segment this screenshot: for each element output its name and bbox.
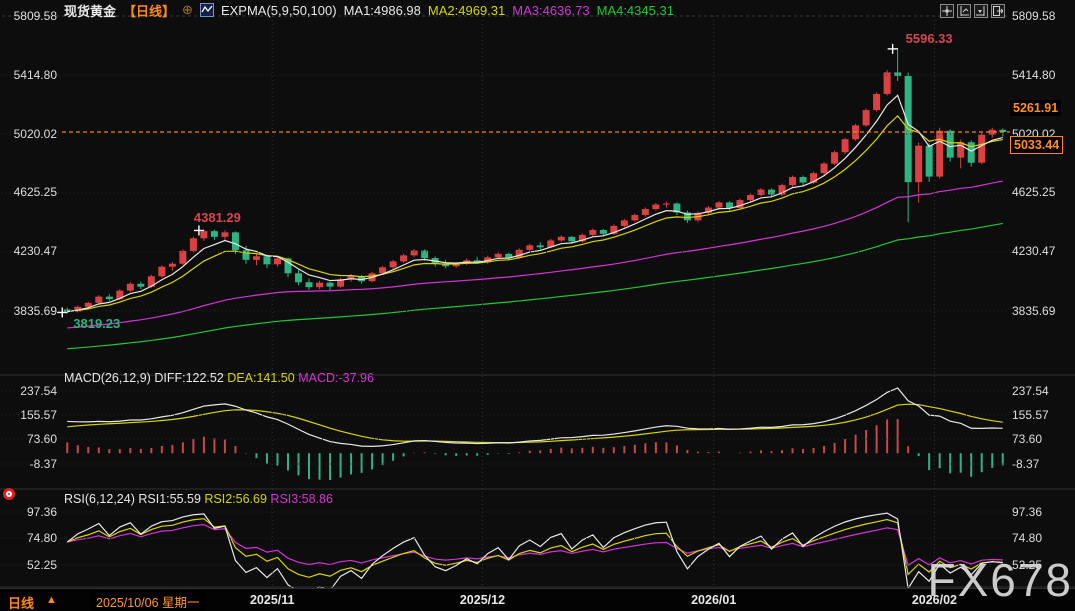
- watermark: FX678: [927, 554, 1073, 606]
- axis-label: 73.60: [26, 431, 57, 446]
- axis-label: 97.36: [1012, 504, 1043, 519]
- rsi3-value: RSI3:58.86: [270, 492, 333, 506]
- timeline-bar: 日线 ▲ 2025/10/06 星期一 2025/11 2025/12 2026/0…: [0, 588, 1075, 611]
- date-highlight: 2025/10/06 星期一: [90, 591, 206, 611]
- chart-type-icon[interactable]: [199, 3, 214, 17]
- axis-label: 5020.02: [13, 126, 57, 141]
- timeline-month-label: 2025/11: [249, 593, 295, 607]
- rsi-header: RSI(6,12,24) RSI1:55.59 RSI2:56.69 RSI3:…: [64, 492, 333, 506]
- axis-label: 74.80: [26, 531, 57, 545]
- macd-macd-value: MACD:-37.96: [298, 371, 374, 385]
- timeline-month-label: 2025/12: [459, 593, 506, 607]
- chart-toolbar: [940, 4, 1005, 18]
- axis-label: 3835.69: [1012, 303, 1056, 318]
- price-annotation: 4381.29: [193, 210, 241, 226]
- axis-label: 5809.58: [1012, 8, 1056, 23]
- symbol-name: 现货黄金: [64, 3, 117, 19]
- axis-label: 155.57: [1012, 407, 1049, 422]
- period-tag: 【日线】: [123, 3, 176, 19]
- indicator-label: EXPMA(5,9,50,100): [220, 2, 337, 18]
- axis-label: -8.37: [29, 456, 57, 471]
- right-scale-icon[interactable]: [974, 4, 988, 18]
- timeline-month-label: 2026/02: [911, 593, 958, 607]
- rsi-title: RSI(6,12,24): [64, 492, 135, 506]
- axis-label: 237.54: [1012, 383, 1049, 398]
- period-selector[interactable]: 日线: [8, 596, 35, 611]
- timeline-month-label: 2026/01: [691, 593, 737, 607]
- exit-icon[interactable]: [991, 4, 1005, 18]
- rsi2-value: RSI2:56.69: [204, 492, 267, 506]
- ma4-value: MA4:4345.31: [596, 2, 674, 18]
- crosshair-icon[interactable]: [940, 4, 954, 18]
- axis-label: 73.60: [1012, 431, 1043, 446]
- period-arrow-icon[interactable]: ▲: [46, 594, 57, 606]
- macd-header: MACD(26,12,9) DIFF:122.52 DEA:141.50 MAC…: [64, 371, 374, 385]
- chart-header: 现货黄金 【日线】 ⊕ EXPMA(5,9,50,100) MA1:4986.9…: [64, 2, 674, 19]
- axis-label: 3835.69: [13, 303, 57, 318]
- axis-label: 5414.80: [13, 67, 57, 82]
- current-price-badge: 5033.44: [1010, 136, 1064, 154]
- axis-label: 4625.25: [1012, 185, 1056, 200]
- axis-label: 52.25: [1012, 557, 1043, 572]
- axis-label: 97.36: [26, 504, 57, 519]
- add-indicator-icon[interactable]: ⊕: [182, 2, 193, 17]
- axis-label: 5414.80: [1012, 67, 1056, 82]
- record-dot-icon: [3, 488, 15, 500]
- ma2-value: MA2:4969.31: [427, 2, 506, 18]
- ma3-value: MA3:4636.73: [512, 2, 590, 18]
- axis-label: 52.25: [26, 557, 57, 572]
- macd-diff-value: DIFF:122.52: [154, 371, 224, 385]
- axis-label: -8.37: [1012, 456, 1040, 471]
- axis-label: 74.80: [1012, 531, 1043, 545]
- axis-label: 155.57: [20, 407, 57, 422]
- axis-label: 237.54: [20, 383, 57, 398]
- axis-label: 4230.47: [1012, 244, 1056, 259]
- ma1-value: MA1:4986.98: [343, 2, 421, 18]
- axis-label: 4625.25: [13, 185, 57, 200]
- macd-title: MACD(26,12,9): [64, 371, 151, 385]
- rsi1-value: RSI1:55.59: [138, 492, 201, 506]
- axis-label: 4230.47: [13, 244, 57, 259]
- reference-price-badge: 5261.91: [1010, 100, 1062, 116]
- macd-dea-value: DEA:141.50: [227, 371, 295, 385]
- price-annotation: 3819.23: [73, 316, 121, 332]
- axis-label: 5809.58: [13, 8, 57, 23]
- price-annotation: 5596.33: [905, 30, 953, 46]
- left-scale-icon[interactable]: [957, 4, 971, 18]
